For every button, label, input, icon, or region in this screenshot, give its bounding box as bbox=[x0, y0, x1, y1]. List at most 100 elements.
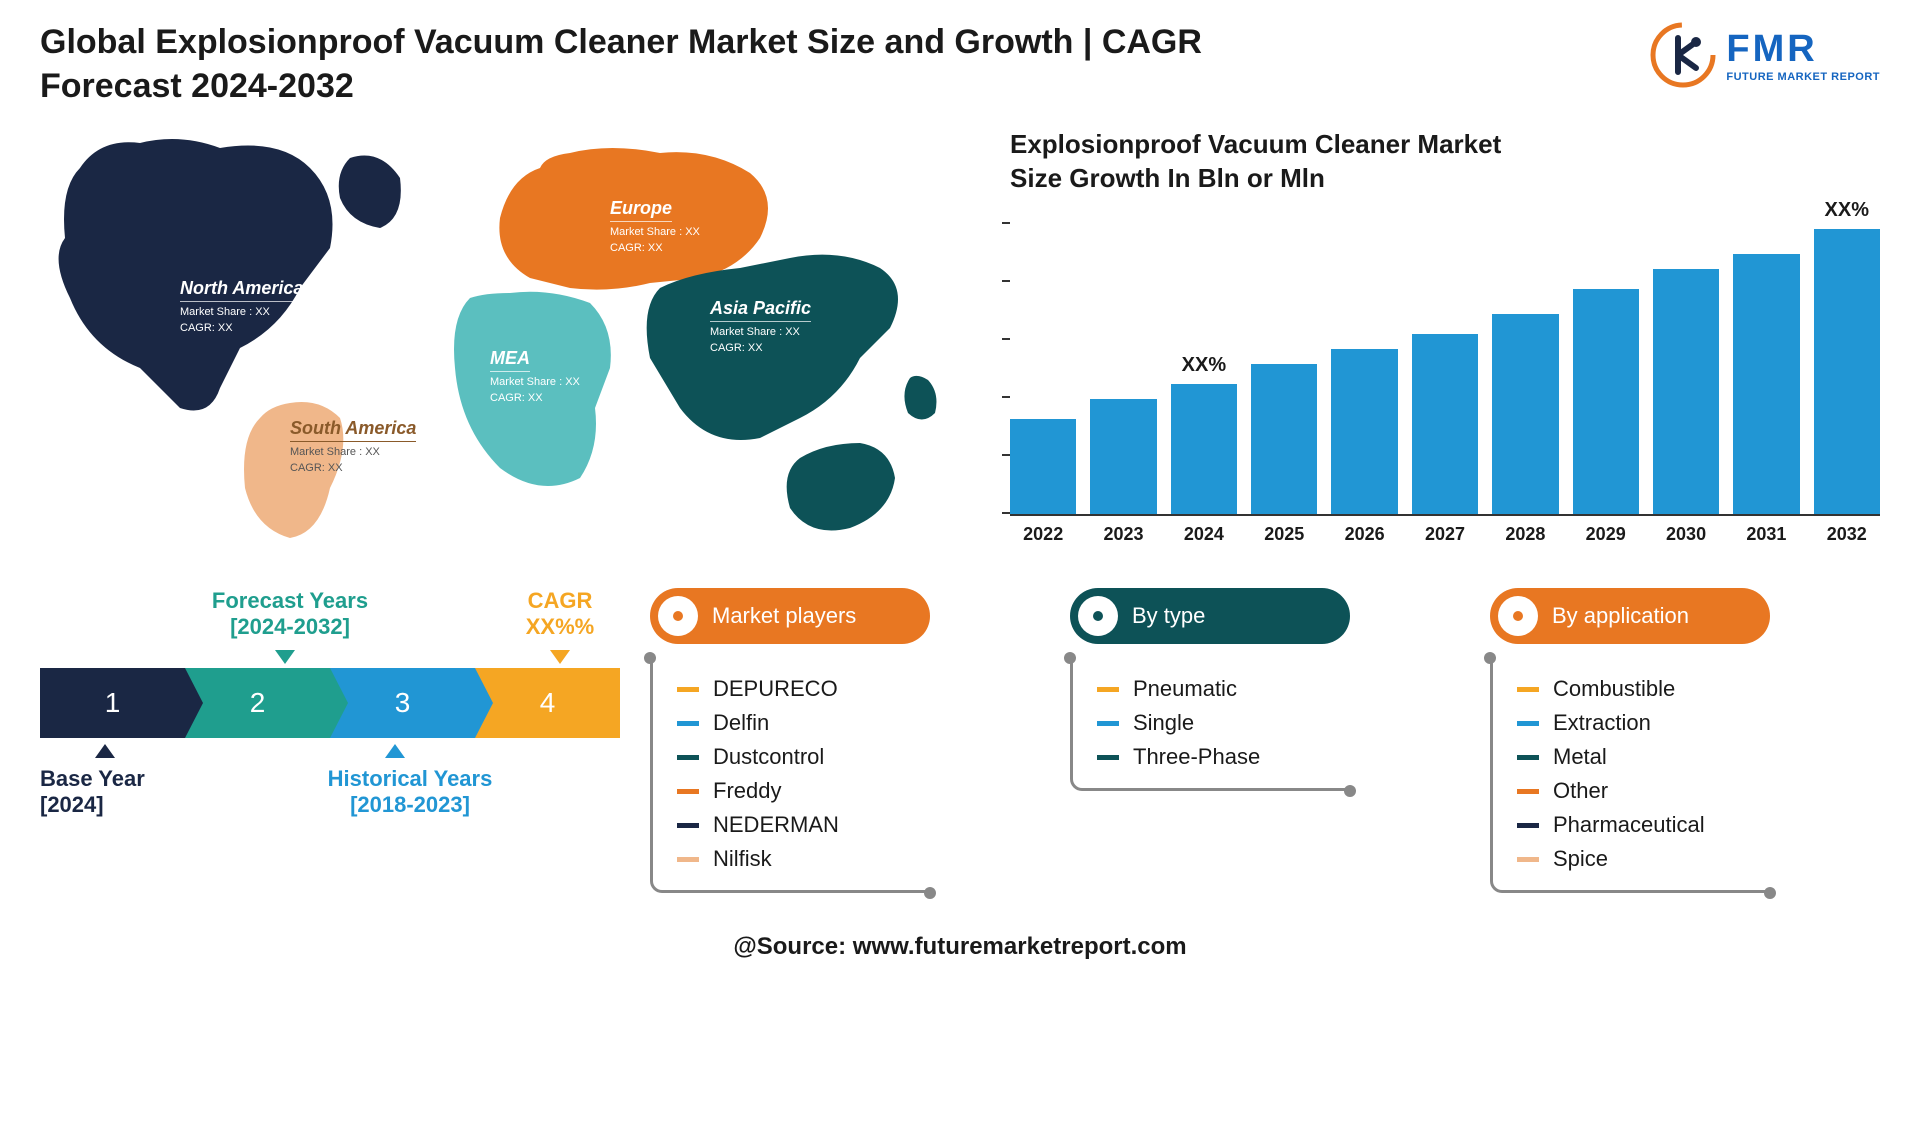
bar bbox=[1171, 384, 1237, 514]
logo: FMR FUTURE MARKET REPORT bbox=[1648, 20, 1880, 90]
bar bbox=[1010, 419, 1076, 514]
region-label-apac: Asia Pacific Market Share : XX CAGR: XX bbox=[710, 298, 811, 356]
bar-2024: XX% bbox=[1171, 384, 1237, 514]
bar-year-label: 2026 bbox=[1331, 524, 1397, 545]
timeline-segment-2: 2 bbox=[185, 668, 330, 738]
list-item-text: Delfin bbox=[713, 710, 769, 736]
bar bbox=[1412, 334, 1478, 514]
bullet-icon bbox=[677, 721, 699, 726]
bar bbox=[1733, 254, 1799, 514]
list-item-text: DEPURECO bbox=[713, 676, 838, 702]
list-item-text: Three-Phase bbox=[1133, 744, 1260, 770]
list-item-text: Spice bbox=[1553, 846, 1608, 872]
bar-annotation: XX% bbox=[1825, 199, 1869, 223]
bar-2031 bbox=[1733, 254, 1799, 514]
bullet-icon bbox=[677, 755, 699, 760]
bar bbox=[1251, 364, 1317, 514]
category-by-application: By application Combustible Extraction Metal… bbox=[1490, 588, 1880, 893]
bullet-icon bbox=[677, 823, 699, 828]
bar-year-label: 2024 bbox=[1171, 524, 1237, 545]
world-map: North America Market Share : XX CAGR: XX… bbox=[40, 128, 960, 548]
chart-title: Explosionproof Vacuum Cleaner Market Siz… bbox=[1010, 128, 1510, 196]
list-item-text: Pneumatic bbox=[1133, 676, 1237, 702]
bar bbox=[1492, 314, 1558, 514]
bar-year-label: 2032 bbox=[1814, 524, 1880, 545]
logo-text-sub: FUTURE MARKET REPORT bbox=[1726, 71, 1880, 83]
list-item-text: Extraction bbox=[1553, 710, 1651, 736]
bar-year-label: 2025 bbox=[1251, 524, 1317, 545]
list-item: Nilfisk bbox=[677, 842, 912, 876]
bullet-icon bbox=[677, 857, 699, 862]
bullet-icon bbox=[677, 687, 699, 692]
bullet-icon bbox=[1097, 687, 1119, 692]
category-dot-icon bbox=[658, 596, 698, 636]
region-label-mea: MEA Market Share : XX CAGR: XX bbox=[490, 348, 580, 406]
timeline: Forecast Years[2024-2032] CAGRXX%% 1234 … bbox=[40, 588, 620, 854]
list-item: DEPURECO bbox=[677, 672, 912, 706]
timeline-segment-3: 3 bbox=[330, 668, 475, 738]
bar-2032: XX% bbox=[1814, 229, 1880, 514]
bar-2028 bbox=[1492, 314, 1558, 514]
category-dot-icon bbox=[1498, 596, 1538, 636]
list-item: Other bbox=[1517, 774, 1752, 808]
bar-2029 bbox=[1573, 289, 1639, 514]
category-market-players: Market players DEPURECO Delfin Dustcontrol F… bbox=[650, 588, 1040, 893]
timeline-segment-4: 4 bbox=[475, 668, 620, 738]
category-header: Market players bbox=[650, 588, 930, 644]
category-by-type: By type Pneumatic Single Three-Phase bbox=[1070, 588, 1460, 791]
category-header-text: By application bbox=[1552, 603, 1689, 629]
list-item: Dustcontrol bbox=[677, 740, 912, 774]
tl-label-base: Base Year[2024] bbox=[40, 766, 200, 818]
bar-2026 bbox=[1331, 349, 1397, 514]
list-item-text: Single bbox=[1133, 710, 1194, 736]
list-item: Extraction bbox=[1517, 706, 1752, 740]
list-item: Freddy bbox=[677, 774, 912, 808]
bar-year-label: 2028 bbox=[1492, 524, 1558, 545]
bar-year-label: 2029 bbox=[1573, 524, 1639, 545]
list-item: Single bbox=[1097, 706, 1332, 740]
bar-2023 bbox=[1090, 399, 1156, 514]
list-item: Combustible bbox=[1517, 672, 1752, 706]
list-item: NEDERMAN bbox=[677, 808, 912, 842]
bar-year-label: 2031 bbox=[1733, 524, 1799, 545]
list-item: Pneumatic bbox=[1097, 672, 1332, 706]
bullet-icon bbox=[1517, 721, 1539, 726]
bar-2030 bbox=[1653, 269, 1719, 514]
category-header: By application bbox=[1490, 588, 1770, 644]
bar-year-label: 2030 bbox=[1653, 524, 1719, 545]
bar-year-label: 2022 bbox=[1010, 524, 1076, 545]
category-header: By type bbox=[1070, 588, 1350, 644]
bar-annotation: XX% bbox=[1182, 354, 1226, 378]
bullet-icon bbox=[1517, 687, 1539, 692]
tl-label-historical: Historical Years[2018-2023] bbox=[310, 766, 510, 818]
bar-2025 bbox=[1251, 364, 1317, 514]
category-header-text: Market players bbox=[712, 603, 856, 629]
tl-label-forecast: Forecast Years[2024-2032] bbox=[200, 588, 380, 640]
bar-2022 bbox=[1010, 419, 1076, 514]
bullet-icon bbox=[1097, 721, 1119, 726]
bar bbox=[1814, 229, 1880, 514]
page-title: Global Explosionproof Vacuum Cleaner Mar… bbox=[40, 20, 1320, 108]
list-item-text: Nilfisk bbox=[713, 846, 772, 872]
list-item-text: NEDERMAN bbox=[713, 812, 839, 838]
chart-bars: XX% XX% bbox=[1010, 226, 1880, 516]
bar-year-label: 2023 bbox=[1090, 524, 1156, 545]
bar-2027 bbox=[1412, 334, 1478, 514]
logo-icon bbox=[1648, 20, 1718, 90]
list-item-text: Dustcontrol bbox=[713, 744, 824, 770]
bar bbox=[1090, 399, 1156, 514]
timeline-segment-1: 1 bbox=[40, 668, 185, 738]
timeline-bar: 1234 bbox=[40, 668, 620, 738]
category-header-text: By type bbox=[1132, 603, 1205, 629]
bullet-icon bbox=[1097, 755, 1119, 760]
category-dot-icon bbox=[1078, 596, 1118, 636]
bar-year-label: 2027 bbox=[1412, 524, 1478, 545]
bullet-icon bbox=[677, 789, 699, 794]
tl-label-cagr: CAGRXX%% bbox=[500, 588, 620, 640]
bullet-icon bbox=[1517, 755, 1539, 760]
list-item-text: Pharmaceutical bbox=[1553, 812, 1705, 838]
region-label-na: North America Market Share : XX CAGR: XX bbox=[180, 278, 303, 336]
category-body: Combustible Extraction Metal Other Pharmaceu… bbox=[1490, 658, 1770, 893]
bullet-icon bbox=[1517, 823, 1539, 828]
list-item-text: Metal bbox=[1553, 744, 1607, 770]
